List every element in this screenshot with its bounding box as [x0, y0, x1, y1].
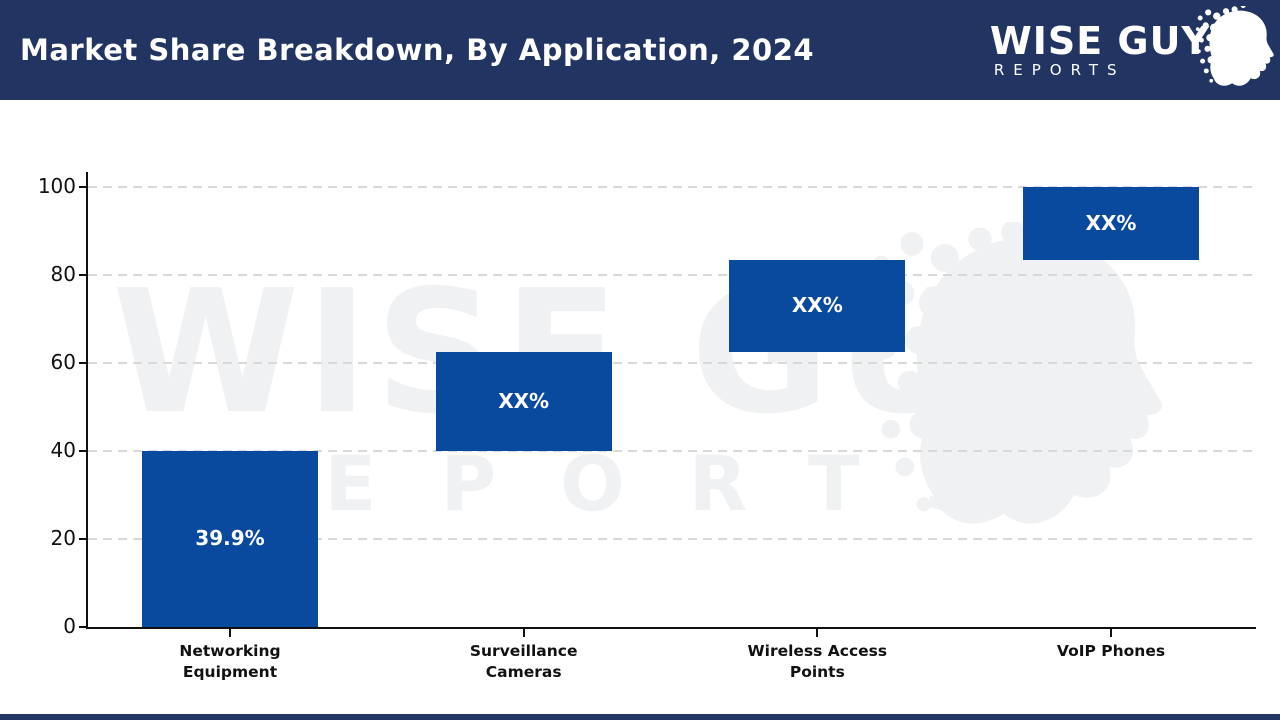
footer-bar — [0, 714, 1280, 720]
y-tick-mark — [79, 274, 86, 276]
x-tick-mark — [816, 629, 819, 637]
x-tick-mark — [229, 629, 231, 637]
x-category-label: Wireless Access Points — [747, 642, 888, 681]
grid-line — [88, 274, 1256, 276]
x-axis-line — [86, 627, 1256, 629]
y-axis-line — [86, 172, 88, 629]
grid-line — [88, 538, 1256, 540]
bar — [435, 351, 612, 452]
logo-head-icon — [1195, 6, 1274, 86]
chart-title: Market Share Breakdown, By Application, … — [20, 33, 815, 67]
y-tick-label: 0 — [63, 614, 76, 638]
y-tick-label: 80 — [50, 262, 76, 286]
logo-subtext: REPORTS — [993, 61, 1126, 79]
grid-line — [88, 450, 1256, 452]
bar-value-label: XX% — [498, 388, 550, 413]
header: Market Share Breakdown, By Application, … — [0, 0, 1280, 100]
bar-value-label: XX% — [1085, 210, 1137, 235]
x-category-label: Networking Equipment — [179, 642, 281, 681]
x-tick-mark — [522, 629, 525, 637]
y-tick-label: 100 — [37, 174, 76, 198]
grid-line — [88, 362, 1256, 364]
y-tick-mark — [79, 626, 86, 628]
y-tick-label: 20 — [50, 526, 76, 550]
x-category-label: Surveillance Cameras — [469, 642, 578, 681]
bar-value-label: XX% — [791, 292, 843, 317]
logo-wordmark: WISE GUY — [989, 19, 1210, 63]
brand-logo: WISE GUY REPORTS — [990, 6, 1280, 94]
grid-line — [88, 186, 1256, 188]
y-tick-label: 40 — [50, 438, 76, 462]
x-tick-mark — [1110, 629, 1112, 637]
x-category-label: VoIP Phones — [1056, 642, 1166, 660]
bar — [142, 451, 318, 627]
y-tick-mark — [79, 450, 86, 452]
watermark-line2: REPORTS — [202, 439, 1043, 528]
y-tick-mark — [79, 186, 86, 188]
bar-value-label: 39.9% — [195, 526, 265, 551]
y-tick-mark — [79, 362, 86, 364]
y-tick-label: 60 — [50, 350, 76, 374]
y-tick-mark — [79, 538, 86, 540]
